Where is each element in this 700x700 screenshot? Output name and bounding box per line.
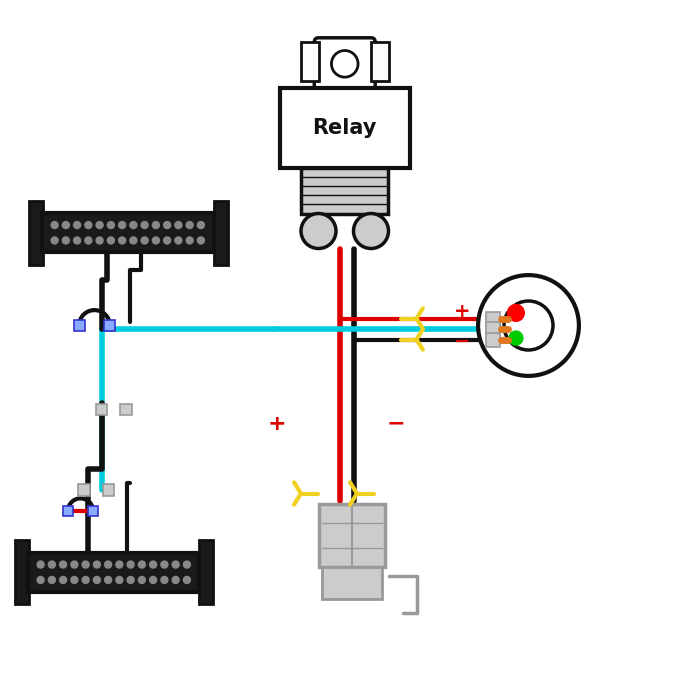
Circle shape <box>508 330 524 346</box>
Circle shape <box>50 221 59 230</box>
Circle shape <box>92 560 101 568</box>
Circle shape <box>36 575 45 584</box>
Bar <box>486 312 500 326</box>
Text: −: − <box>454 331 470 351</box>
Circle shape <box>73 221 81 230</box>
Circle shape <box>81 560 90 568</box>
Circle shape <box>118 221 126 230</box>
Circle shape <box>183 575 191 584</box>
Text: Relay: Relay <box>313 118 377 138</box>
Bar <box>214 201 228 265</box>
Bar <box>486 322 500 336</box>
Circle shape <box>197 221 205 230</box>
Circle shape <box>186 237 194 245</box>
Circle shape <box>301 214 336 248</box>
Bar <box>15 540 29 604</box>
Circle shape <box>48 575 56 584</box>
Bar <box>29 201 43 265</box>
Text: +: + <box>267 414 286 433</box>
Circle shape <box>183 560 191 568</box>
Circle shape <box>62 237 70 245</box>
Circle shape <box>127 575 135 584</box>
Circle shape <box>59 575 67 584</box>
Circle shape <box>174 221 183 230</box>
Circle shape <box>84 221 92 230</box>
Circle shape <box>478 275 579 376</box>
Circle shape <box>116 575 124 584</box>
Circle shape <box>95 237 104 245</box>
Circle shape <box>104 560 112 568</box>
Circle shape <box>141 221 149 230</box>
Circle shape <box>36 560 45 568</box>
Circle shape <box>354 214 388 248</box>
Circle shape <box>73 237 81 245</box>
Bar <box>103 484 114 496</box>
Bar <box>301 168 389 214</box>
Circle shape <box>62 221 70 230</box>
Bar <box>486 332 500 346</box>
Circle shape <box>116 560 124 568</box>
Circle shape <box>106 221 115 230</box>
Bar <box>199 540 213 604</box>
FancyBboxPatch shape <box>314 38 375 92</box>
Bar <box>120 404 132 415</box>
Circle shape <box>118 237 126 245</box>
Circle shape <box>507 304 525 322</box>
Bar <box>88 506 98 516</box>
Circle shape <box>186 221 194 230</box>
Text: −: − <box>386 414 405 433</box>
Circle shape <box>160 560 169 568</box>
FancyBboxPatch shape <box>280 88 410 168</box>
Circle shape <box>172 560 180 568</box>
Circle shape <box>160 575 169 584</box>
Circle shape <box>149 560 158 568</box>
Bar <box>301 42 318 80</box>
Circle shape <box>81 575 90 584</box>
Bar <box>28 553 199 592</box>
Circle shape <box>163 221 172 230</box>
Bar <box>104 320 116 331</box>
Circle shape <box>138 575 146 584</box>
Bar <box>63 506 73 516</box>
Circle shape <box>172 575 180 584</box>
Circle shape <box>163 237 172 245</box>
Text: +: + <box>454 302 470 321</box>
FancyBboxPatch shape <box>318 504 385 567</box>
Circle shape <box>174 237 183 245</box>
Bar <box>322 567 382 598</box>
Bar <box>42 214 214 252</box>
Circle shape <box>152 221 160 230</box>
Circle shape <box>70 575 78 584</box>
Circle shape <box>197 237 205 245</box>
Bar <box>96 404 107 415</box>
Circle shape <box>106 237 115 245</box>
Circle shape <box>84 237 92 245</box>
Circle shape <box>50 237 59 245</box>
Circle shape <box>149 575 158 584</box>
Circle shape <box>92 575 101 584</box>
Circle shape <box>59 560 67 568</box>
Circle shape <box>332 50 358 77</box>
Circle shape <box>152 237 160 245</box>
Circle shape <box>48 560 56 568</box>
Circle shape <box>70 560 78 568</box>
Circle shape <box>504 301 553 350</box>
Circle shape <box>127 560 135 568</box>
Bar <box>371 42 388 80</box>
Circle shape <box>104 575 112 584</box>
Circle shape <box>95 221 104 230</box>
Circle shape <box>130 237 138 245</box>
Bar <box>78 484 90 496</box>
Bar <box>74 320 85 331</box>
Circle shape <box>130 221 138 230</box>
Circle shape <box>138 560 146 568</box>
Circle shape <box>141 237 149 245</box>
